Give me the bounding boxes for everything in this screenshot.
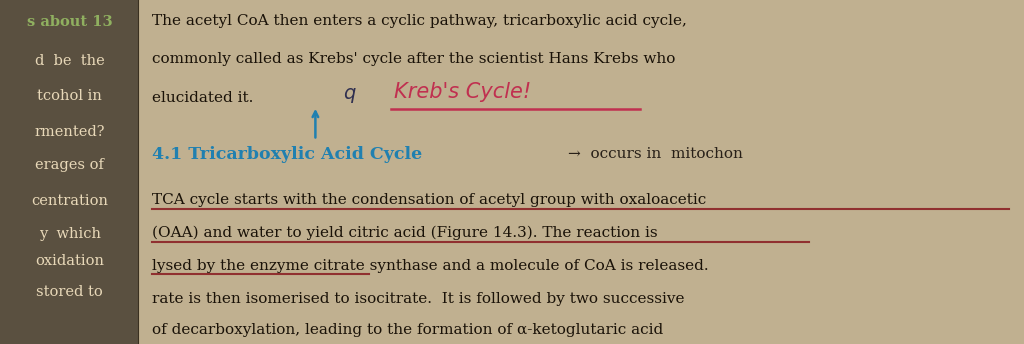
- Text: stored to: stored to: [36, 285, 103, 299]
- Text: 4.1 Tricarboxylic Acid Cycle: 4.1 Tricarboxylic Acid Cycle: [152, 146, 422, 163]
- Text: →  occurs in  mitochon: → occurs in mitochon: [568, 147, 743, 161]
- Text: rate is then isomerised to isocitrate.  It is followed by two successive: rate is then isomerised to isocitrate. I…: [152, 292, 684, 305]
- Bar: [0, 0, 138, 344]
- Text: Kreb's Cycle!: Kreb's Cycle!: [394, 82, 531, 102]
- Text: centration: centration: [31, 194, 109, 208]
- Text: d  be  the: d be the: [35, 54, 104, 67]
- Text: commonly called as Krebs' cycle after the scientist Hans Krebs who: commonly called as Krebs' cycle after th…: [152, 52, 675, 66]
- Text: TCA cycle starts with the condensation of acetyl group with oxaloacetic: TCA cycle starts with the condensation o…: [152, 193, 706, 206]
- Text: y  which: y which: [39, 227, 100, 241]
- Text: rmented?: rmented?: [35, 125, 104, 139]
- Text: of decarboxylation, leading to the formation of α-ketoglutaric acid: of decarboxylation, leading to the forma…: [152, 323, 663, 337]
- Text: oxidation: oxidation: [35, 255, 104, 268]
- Text: (OAA) and water to yield citric acid (Figure 14.3). The reaction is: (OAA) and water to yield citric acid (Fi…: [152, 225, 657, 240]
- Text: s about 13: s about 13: [27, 15, 113, 29]
- Text: The acetyl CoA then enters a cyclic pathway, tricarboxylic acid cycle,: The acetyl CoA then enters a cyclic path…: [152, 14, 686, 28]
- Text: q: q: [343, 84, 355, 103]
- Text: erages of: erages of: [35, 158, 104, 172]
- Text: elucidated it.: elucidated it.: [152, 91, 253, 105]
- Text: lysed by the enzyme citrate synthase and a molecule of CoA is released.: lysed by the enzyme citrate synthase and…: [152, 259, 709, 272]
- Text: tcohol in: tcohol in: [37, 89, 102, 103]
